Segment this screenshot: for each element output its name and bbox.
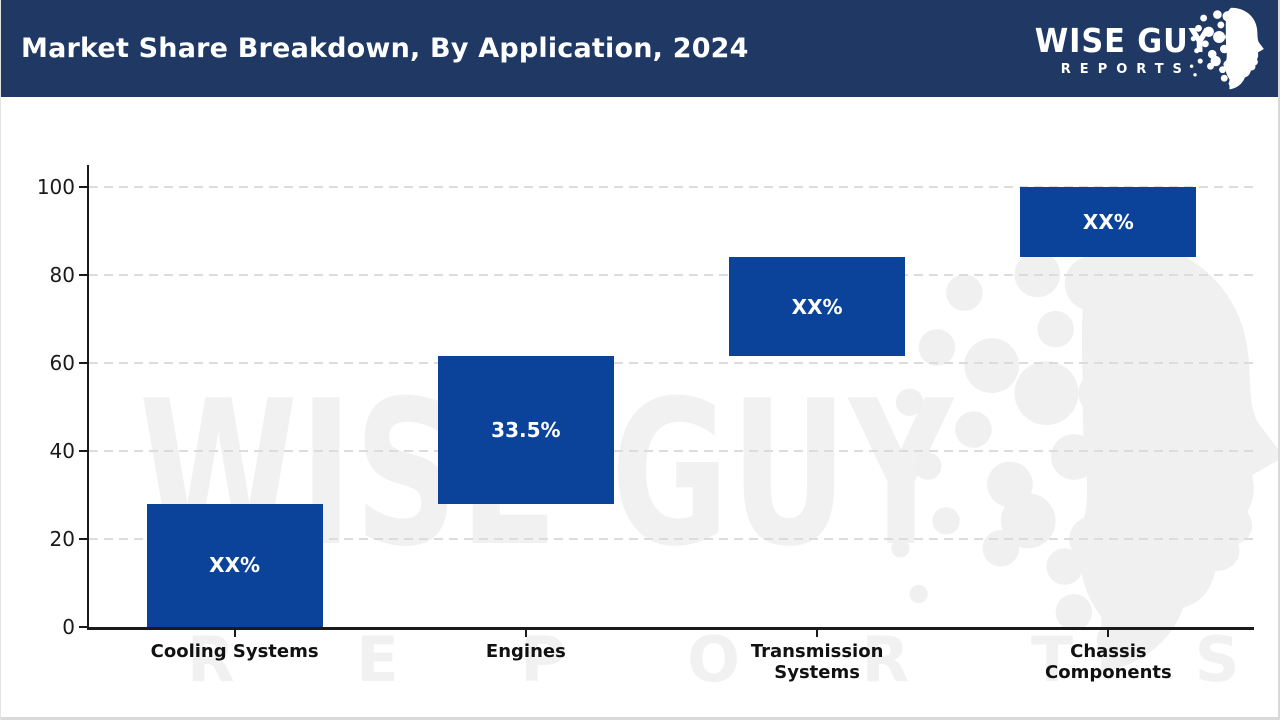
y-tick-mark bbox=[79, 538, 87, 540]
gridline-40 bbox=[89, 450, 1254, 452]
y-tick-label: 80 bbox=[49, 263, 75, 287]
x-tick-mark bbox=[1107, 630, 1110, 637]
bar-segment-1: XX% bbox=[146, 503, 323, 627]
bar-segment-4: XX% bbox=[1020, 187, 1197, 258]
brand-logo-text: WISE GUY REPORTS bbox=[1027, 21, 1219, 77]
y-tick-mark bbox=[79, 362, 87, 364]
y-tick-mark bbox=[79, 274, 87, 276]
y-tick-mark bbox=[79, 450, 87, 452]
y-tick-label: 100 bbox=[36, 175, 75, 199]
header-banner: Market Share Breakdown, By Application, … bbox=[1, 0, 1278, 97]
x-tick-mark bbox=[233, 630, 236, 637]
footer-divider bbox=[1, 717, 1278, 720]
gridline-60 bbox=[89, 362, 1254, 364]
bar-value-label: XX% bbox=[1082, 210, 1134, 235]
y-tick-label: 0 bbox=[62, 615, 75, 639]
y-tick-label: 40 bbox=[49, 439, 75, 463]
y-tick-mark bbox=[79, 186, 87, 188]
brand-subname: REPORTS bbox=[1060, 61, 1191, 77]
x-tick-mark bbox=[524, 630, 527, 637]
chart-title: Market Share Breakdown, By Application, … bbox=[21, 33, 749, 64]
bar-value-label: 33.5% bbox=[491, 418, 561, 443]
x-axis-line bbox=[87, 627, 1254, 630]
category-label: Engines bbox=[485, 641, 566, 662]
bar-value-label: XX% bbox=[209, 553, 261, 578]
plot-area: XX% 33.5% XX% XX% 0 20 40 60 80 100 Cooling Syste… bbox=[37, 165, 1254, 683]
y-tick-label: 60 bbox=[49, 351, 75, 375]
bar-value-label: XX% bbox=[791, 294, 843, 319]
gridline-20 bbox=[89, 538, 1254, 540]
gridline-100 bbox=[89, 186, 1254, 188]
y-tick-mark bbox=[79, 626, 87, 628]
y-axis-line bbox=[87, 165, 89, 630]
category-label: Chassis Components bbox=[1045, 641, 1172, 683]
y-tick-label: 20 bbox=[49, 527, 75, 551]
brand-logo: WISE GUY REPORTS bbox=[1027, 0, 1271, 97]
category-label: Transmission Systems bbox=[750, 641, 884, 683]
brand-name: WISE GUY bbox=[1034, 20, 1212, 60]
bar-segment-3: XX% bbox=[729, 257, 906, 357]
gridline-80 bbox=[89, 274, 1254, 276]
bar-segment-2: 33.5% bbox=[437, 356, 614, 504]
category-label: Cooling Systems bbox=[150, 641, 319, 662]
x-tick-mark bbox=[816, 630, 819, 637]
